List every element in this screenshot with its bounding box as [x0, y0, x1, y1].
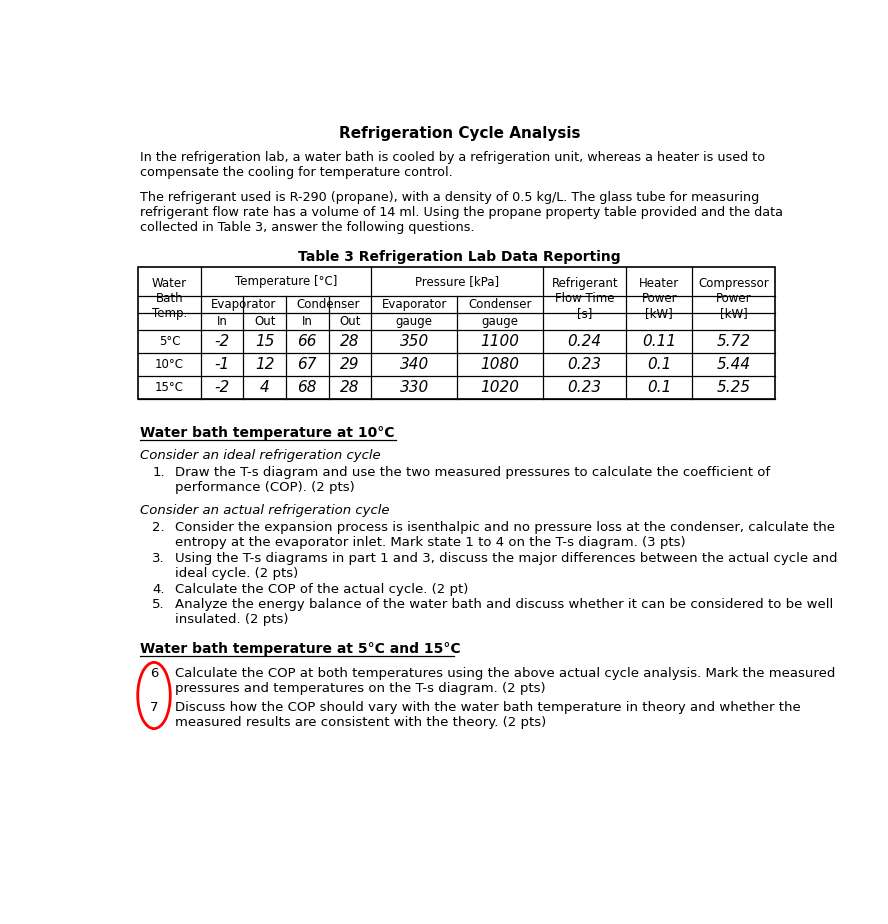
Text: gauge: gauge [481, 315, 519, 328]
Text: -1: -1 [215, 357, 230, 372]
Text: Evaporator: Evaporator [382, 298, 447, 311]
Text: 15: 15 [255, 334, 274, 349]
Text: 1020: 1020 [480, 380, 519, 395]
Text: The refrigerant used is R-290 (propane), with a density of 0.5 kg/L. The glass t: The refrigerant used is R-290 (propane),… [140, 191, 760, 204]
Text: 68: 68 [297, 380, 317, 395]
Text: 4.: 4. [152, 582, 164, 595]
Text: Heater
Power
[kW]: Heater Power [kW] [639, 277, 679, 320]
Text: 67: 67 [297, 357, 317, 372]
Text: Table 3 Refrigeration Lab Data Reporting: Table 3 Refrigeration Lab Data Reporting [298, 249, 621, 264]
Text: 6: 6 [150, 667, 158, 680]
Text: 29: 29 [340, 357, 360, 372]
Text: measured results are consistent with the theory. (2 pts): measured results are consistent with the… [175, 716, 547, 729]
Text: 5.44: 5.44 [717, 357, 750, 372]
Text: ideal cycle. (2 pts): ideal cycle. (2 pts) [175, 566, 298, 579]
Text: 66: 66 [297, 334, 317, 349]
Text: 5.25: 5.25 [717, 380, 750, 395]
Text: Draw the T-s diagram and use the two measured pressures to calculate the coeffic: Draw the T-s diagram and use the two mea… [175, 467, 771, 480]
Text: 7: 7 [150, 700, 158, 713]
Text: Pressure [kPa]: Pressure [kPa] [415, 275, 499, 288]
Text: In: In [217, 315, 227, 328]
Text: Refrigeration Cycle Analysis: Refrigeration Cycle Analysis [339, 126, 581, 140]
Text: 4: 4 [260, 380, 270, 395]
Text: collected in Table 3, answer the following questions.: collected in Table 3, answer the followi… [140, 221, 475, 234]
Text: Refrigerant
Flow Time
[s]: Refrigerant Flow Time [s] [551, 277, 618, 320]
Text: Calculate the COP at both temperatures using the above actual cycle analysis. Ma: Calculate the COP at both temperatures u… [175, 667, 836, 680]
Text: 0.1: 0.1 [647, 357, 671, 372]
Text: 5°C: 5°C [159, 335, 180, 348]
Text: 12: 12 [255, 357, 274, 372]
Text: insulated. (2 pts): insulated. (2 pts) [175, 614, 289, 626]
Text: 1080: 1080 [480, 357, 519, 372]
Text: Condenser: Condenser [297, 298, 361, 311]
Text: Out: Out [254, 315, 275, 328]
Text: 0.23: 0.23 [567, 357, 602, 372]
Text: refrigerant flow rate has a volume of 14 ml. Using the propane property table pr: refrigerant flow rate has a volume of 14… [140, 206, 783, 219]
Text: 330: 330 [400, 380, 429, 395]
Text: 0.24: 0.24 [567, 334, 602, 349]
Text: Water
Bath
Temp.: Water Bath Temp. [152, 277, 187, 320]
Text: In the refrigeration lab, a water bath is cooled by a refrigeration unit, wherea: In the refrigeration lab, a water bath i… [140, 151, 765, 164]
Text: 340: 340 [400, 357, 429, 372]
Text: Consider the expansion process is isenthalpic and no pressure loss at the conden: Consider the expansion process is isenth… [175, 521, 836, 534]
Text: 1.: 1. [152, 467, 164, 480]
Text: Condenser: Condenser [469, 298, 532, 311]
Text: Water bath temperature at 10°C: Water bath temperature at 10°C [140, 426, 395, 440]
Text: Calculate the COP of the actual cycle. (2 pt): Calculate the COP of the actual cycle. (… [175, 582, 469, 595]
Text: compensate the cooling for temperature control.: compensate the cooling for temperature c… [140, 166, 453, 179]
Text: 15°C: 15°C [155, 382, 184, 395]
Text: 2.: 2. [152, 521, 164, 534]
Text: 0.1: 0.1 [647, 380, 671, 395]
Bar [139, 267, 775, 399]
Text: In: In [302, 315, 313, 328]
Text: 5.72: 5.72 [717, 334, 750, 349]
Text: Water bath temperature at 5°C and 15°C: Water bath temperature at 5°C and 15°C [140, 642, 461, 656]
Text: -2: -2 [215, 380, 230, 395]
Text: entropy at the evaporator inlet. Mark state 1 to 4 on the T-s diagram. (3 pts): entropy at the evaporator inlet. Mark st… [175, 536, 686, 549]
Text: 10°C: 10°C [155, 359, 184, 371]
Text: Consider an actual refrigeration cycle: Consider an actual refrigeration cycle [140, 504, 390, 517]
Text: 28: 28 [340, 334, 360, 349]
Text: 5.: 5. [152, 598, 164, 612]
Text: 350: 350 [400, 334, 429, 349]
Text: 28: 28 [340, 380, 360, 395]
Text: Analyze the energy balance of the water bath and discuss whether it can be consi: Analyze the energy balance of the water … [175, 598, 834, 612]
Text: Out: Out [339, 315, 361, 328]
Text: 0.23: 0.23 [567, 380, 602, 395]
Text: Using the T-s diagrams in part 1 and 3, discuss the major differences between th: Using the T-s diagrams in part 1 and 3, … [175, 552, 837, 565]
Text: Compressor
Power
[kW]: Compressor Power [kW] [698, 277, 769, 320]
Text: pressures and temperatures on the T-s diagram. (2 pts): pressures and temperatures on the T-s di… [175, 682, 546, 695]
Text: performance (COP). (2 pts): performance (COP). (2 pts) [175, 481, 355, 494]
Text: Evaporator: Evaporator [210, 298, 276, 311]
Text: 1100: 1100 [480, 334, 519, 349]
Text: Consider an ideal refrigeration cycle: Consider an ideal refrigeration cycle [140, 449, 381, 462]
Text: 3.: 3. [152, 552, 164, 565]
Text: Temperature [°C]: Temperature [°C] [234, 275, 337, 288]
Text: -2: -2 [215, 334, 230, 349]
Text: Discuss how the COP should vary with the water bath temperature in theory and wh: Discuss how the COP should vary with the… [175, 700, 801, 713]
Text: gauge: gauge [396, 315, 432, 328]
Text: 0.11: 0.11 [642, 334, 677, 349]
